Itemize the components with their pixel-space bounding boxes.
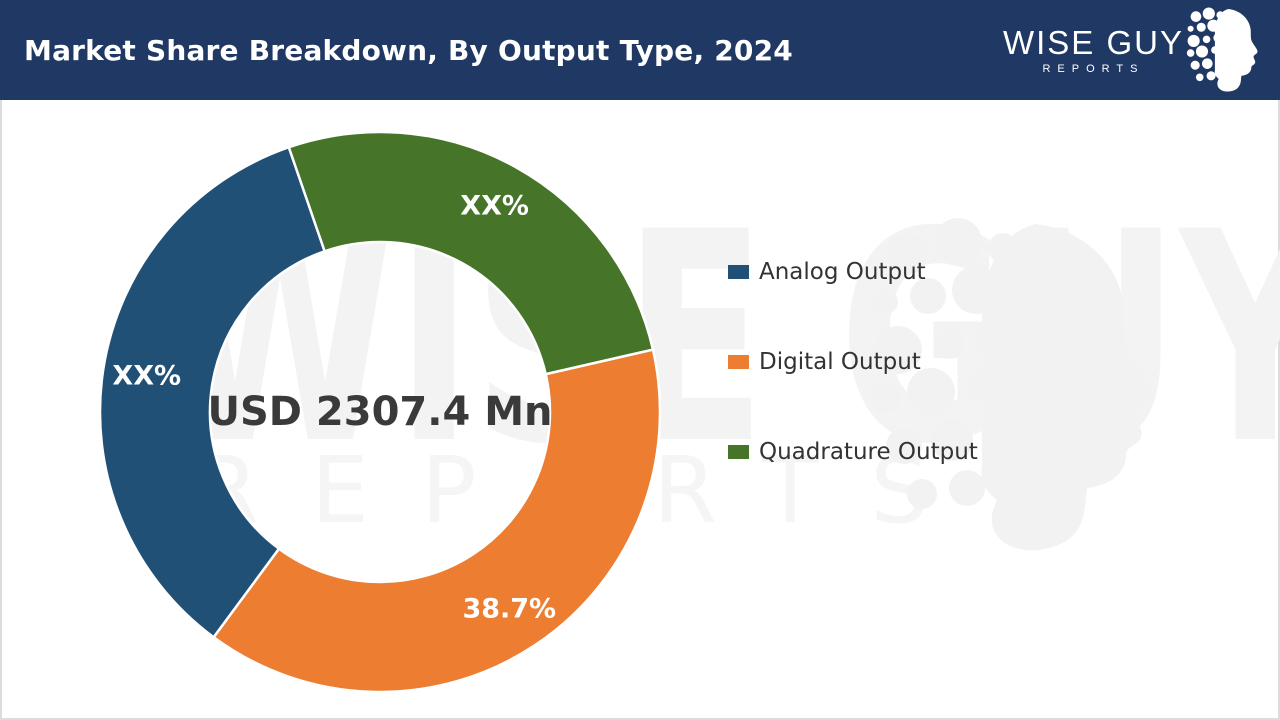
slice-value-label-digital-output: 38.7% [462,593,557,625]
slice-value-label-analog-output: XX% [112,360,182,392]
donut-slice-analog-output [98,146,326,639]
brand-head-icon [1186,7,1258,92]
brand-subname: REPORTS [1042,63,1145,76]
slice-value-label-quadrature-output: XX% [460,190,529,222]
legend: Analog Output Digital Output Quadrature … [728,248,978,518]
page-title: Market Share Breakdown, By Output Type, … [24,33,793,67]
legend-swatch-analog-output [728,265,749,279]
donut-chart [98,130,662,694]
header-bar: Market Share Breakdown, By Output Type, … [0,0,1280,100]
center-value-label: USD 2307.4 Mn [207,389,553,435]
brand-logo: WISE GUY REPORTS [1003,6,1280,94]
brand-name: WISE GUY [1002,23,1184,61]
donut-slice-quadrature-output [287,130,655,376]
brand-logo-text: WISE GUY REPORTS [1002,23,1184,76]
legend-swatch-digital-output [728,355,749,369]
legend-label-digital-output: Digital Output [759,349,921,375]
legend-item-digital-output: Digital Output [728,338,978,386]
legend-swatch-quadrature-output [728,445,749,459]
legend-label-quadrature-output: Quadrature Output [759,439,978,465]
legend-label-analog-output: Analog Output [759,259,926,285]
legend-item-analog-output: Analog Output [728,248,978,296]
chart-area: WISE GUY REPORTS XX%38.7%XX% USD 2307.4 … [0,100,1280,720]
legend-item-quadrature-output: Quadrature Output [728,428,978,476]
donut-slice-digital-output [212,348,662,694]
